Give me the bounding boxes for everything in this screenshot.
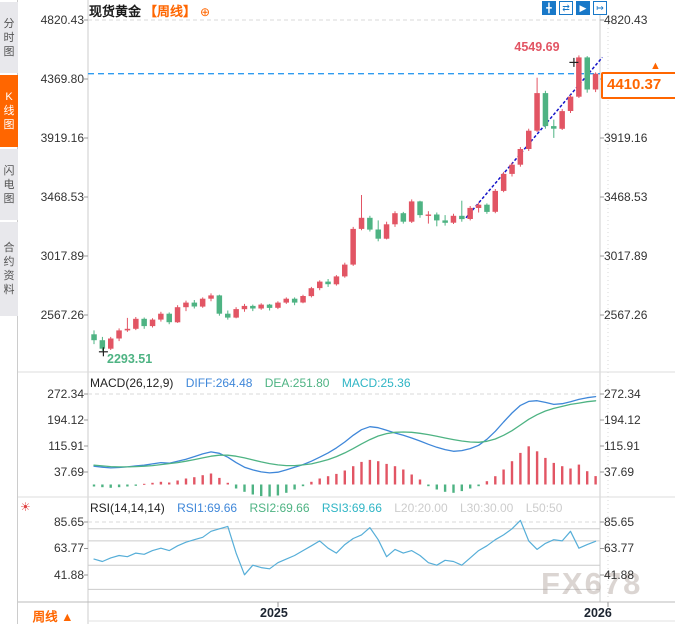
panel-borders bbox=[18, 0, 675, 624]
add-indicator-icon[interactable]: ⊕ bbox=[200, 5, 211, 19]
pan-icon[interactable]: ╋ bbox=[542, 1, 556, 15]
sidebar: 分时图 K线图 闪电图 合约资料 bbox=[0, 0, 18, 624]
trend-line bbox=[465, 56, 603, 219]
timeframe-label: 【周线】 bbox=[144, 4, 197, 19]
rsi-header: RSI(14,14,14) RSI1:69.66 RSI2:69.66 RSI3… bbox=[90, 501, 571, 515]
high-cross-marker bbox=[569, 57, 579, 67]
sidebar-tab-contract-info[interactable]: 合约资料 bbox=[0, 222, 18, 316]
rsi1-value: RSI1:69.66 bbox=[177, 501, 238, 515]
macd-diff-value: DIFF:264.48 bbox=[185, 376, 253, 390]
sidebar-tab-time-chart[interactable]: 分时图 bbox=[0, 2, 18, 73]
reset-view-icon[interactable]: ↦ bbox=[593, 1, 607, 15]
chart-title: 现货黄金 【周线】 ⊕ bbox=[89, 1, 210, 20]
rsi3-value: RSI3:69.66 bbox=[321, 501, 382, 515]
rsi-l30-value: L30:30.00 bbox=[459, 501, 514, 515]
rsi-l20-value: L20:20.00 bbox=[394, 501, 448, 515]
high-price-annotation: 4549.69 bbox=[514, 40, 560, 54]
period-tab-arrow-icon: ▲ bbox=[61, 610, 74, 624]
rsi2-value: RSI2:69.66 bbox=[249, 501, 310, 515]
macd-header: MACD(26,12,9) DIFF:264.48 DEA:251.80 MAC… bbox=[90, 376, 420, 390]
sidebar-tab-lightning-chart[interactable]: 闪电图 bbox=[0, 149, 18, 220]
candlestick-series bbox=[91, 55, 599, 351]
macd-dea-line bbox=[93, 400, 597, 468]
chart-toolbar: ╋ ⇄ ▶ ↦ bbox=[542, 1, 607, 15]
macd-diff-line bbox=[93, 395, 597, 474]
current-price-box: 4410.37 bbox=[601, 72, 675, 99]
price-gridlines bbox=[88, 19, 609, 600]
rsi-line bbox=[93, 519, 597, 576]
watermark: FX678 bbox=[541, 566, 643, 601]
low-cross-marker bbox=[98, 347, 108, 357]
macd-dea-value: DEA:251.80 bbox=[264, 376, 330, 390]
auto-scale-icon[interactable]: ▶ bbox=[576, 1, 590, 15]
axis-ticks bbox=[84, 19, 609, 607]
macd-histogram bbox=[92, 446, 597, 497]
period-tab-weekly[interactable]: 周线 ▲ bbox=[18, 606, 88, 624]
rsi-name: RSI(14,14,14) bbox=[90, 501, 165, 515]
symbol-name: 现货黄金 bbox=[89, 4, 142, 19]
low-price-annotation: 2293.51 bbox=[107, 352, 153, 366]
period-tab-label: 周线 bbox=[32, 610, 58, 624]
macd-name: MACD(26,12,9) bbox=[90, 376, 174, 390]
sidebar-tab-kline-chart[interactable]: K线图 bbox=[0, 75, 18, 147]
macd-macd-value: MACD:25.36 bbox=[341, 376, 411, 390]
indicator-settings-icon[interactable]: ☀ bbox=[20, 500, 31, 514]
current-price-marker-icon: ▲ bbox=[650, 60, 661, 72]
axis-scale-icon[interactable]: ⇄ bbox=[559, 1, 573, 15]
x-axis-label-2025: 2025 bbox=[260, 606, 288, 620]
rsi-l50-value: L50:50 bbox=[525, 501, 563, 515]
x-axis-label-2026: 2026 bbox=[584, 606, 612, 620]
